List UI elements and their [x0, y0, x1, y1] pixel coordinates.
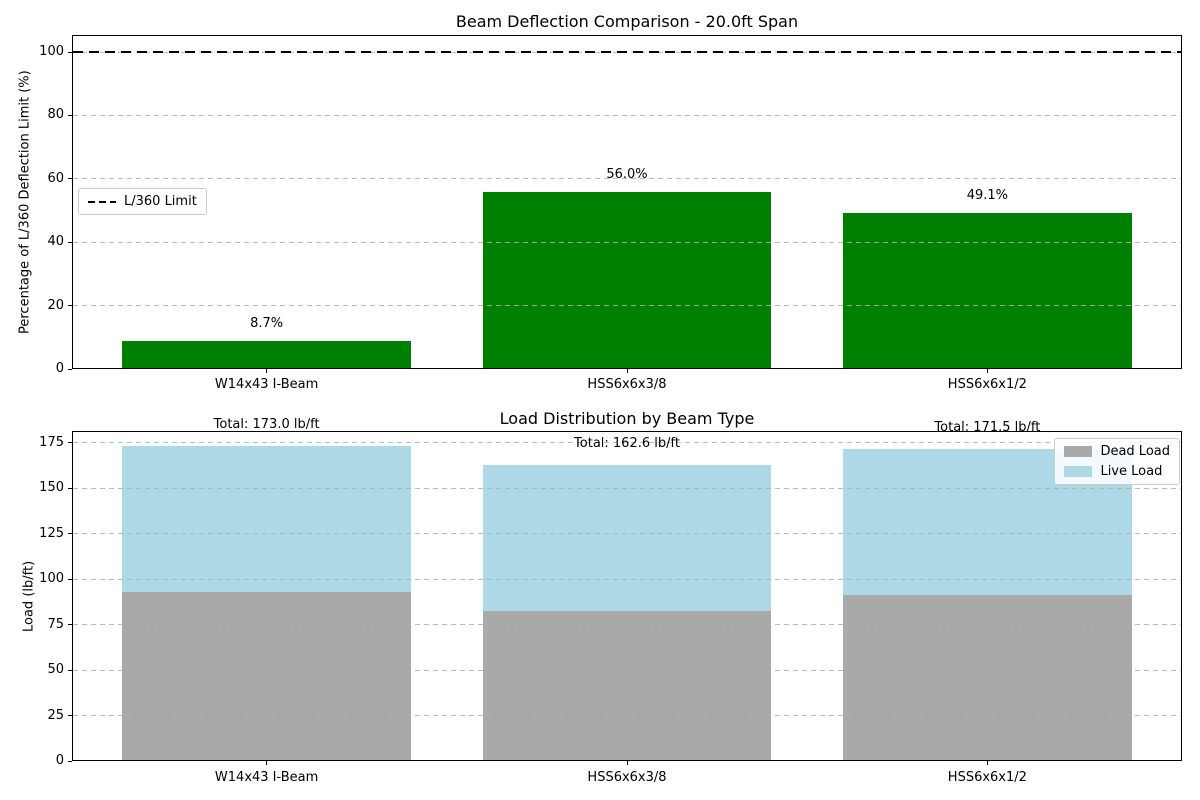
stacked-bar-segment-dead-load [122, 591, 411, 761]
y-tick [68, 715, 72, 717]
x-tick-label: HSS6x6x1/2 [947, 770, 1027, 785]
y-tick [68, 178, 72, 180]
y-tick-label: 75 [47, 616, 64, 632]
y-tick-label: 100 [39, 571, 64, 587]
deflection-bar [122, 341, 411, 369]
y-tick [68, 578, 72, 580]
legend-item-dead-load: Dead Load [1064, 444, 1170, 459]
total-load-label: Total: 173.0 lb/ft [213, 417, 320, 433]
deflection-y-axis-label: Percentage of L/360 Deflection Limit (%) [17, 70, 33, 334]
gridline [73, 442, 1181, 444]
y-tick [68, 487, 72, 489]
y-tick-label: 175 [39, 434, 64, 450]
legend-label: Live Load [1100, 464, 1163, 479]
gridline [73, 578, 1181, 580]
y-tick-label: 40 [47, 234, 64, 250]
x-tick-label: W14x43 I-Beam [214, 377, 319, 392]
deflection-legend: L/360 Limit [78, 188, 207, 215]
x-tick-label: HSS6x6x3/8 [587, 770, 667, 785]
load-legend: Dead Load Live Load [1054, 438, 1180, 485]
y-tick [68, 669, 72, 671]
stacked-bar-segment-live-load [122, 446, 411, 592]
y-tick-label: 0 [55, 753, 64, 768]
x-tick-label: HSS6x6x1/2 [947, 377, 1027, 392]
deflection-bar [843, 213, 1132, 369]
legend-item-l360-limit: L/360 Limit [88, 194, 197, 209]
gridline [73, 305, 1181, 307]
y-tick-label: 125 [39, 525, 64, 541]
y-tick [68, 241, 72, 243]
deflection-bar [482, 191, 772, 369]
y-tick-label: 25 [47, 707, 64, 723]
y-tick [68, 305, 72, 307]
gridline [73, 178, 1181, 180]
deflection-chart-title: Beam Deflection Comparison - 20.0ft Span [455, 12, 799, 31]
stacked-bar-segment-live-load [482, 465, 772, 611]
x-tick [986, 761, 988, 765]
y-tick-label: 60 [47, 170, 64, 186]
l360-limit-line [73, 51, 1181, 54]
gridline [73, 533, 1181, 535]
y-tick-label: 20 [47, 297, 64, 313]
x-tick [626, 761, 628, 765]
live-load-swatch [1064, 466, 1093, 477]
gridline [73, 114, 1181, 116]
y-tick [68, 442, 72, 444]
y-tick [68, 114, 72, 116]
y-tick [68, 760, 72, 762]
gridline [73, 241, 1181, 243]
y-tick-label: 0 [55, 361, 64, 376]
y-tick [68, 368, 72, 370]
bar-value-label: 56.0% [606, 166, 648, 182]
y-tick-label: 80 [47, 107, 64, 123]
load-chart-title: Load Distribution by Beam Type [499, 409, 755, 428]
gridline [73, 624, 1181, 626]
gridline [73, 487, 1181, 489]
bar-value-label: 8.7% [250, 316, 284, 332]
total-load-label: Total: 162.6 lb/ft [574, 436, 680, 452]
dead-load-swatch [1064, 446, 1093, 457]
x-tick-label: W14x43 I-Beam [214, 770, 319, 785]
stacked-bar-segment-dead-load [843, 594, 1132, 761]
x-tick-label: HSS6x6x3/8 [587, 377, 667, 392]
dashed-line-swatch [88, 200, 116, 203]
x-tick [986, 369, 988, 373]
y-tick-label: 150 [39, 480, 64, 496]
gridline [73, 669, 1181, 671]
x-tick [266, 369, 268, 373]
legend-label: Dead Load [1100, 444, 1170, 459]
stacked-bar-segment-dead-load [482, 610, 772, 761]
legend-label: L/360 Limit [124, 194, 197, 209]
x-tick [266, 761, 268, 765]
bar-value-label: 49.1% [966, 188, 1009, 204]
y-tick [68, 624, 72, 626]
gridline [73, 715, 1181, 717]
legend-item-live-load: Live Load [1064, 464, 1170, 479]
y-tick [68, 533, 72, 535]
y-tick-label: 50 [47, 662, 64, 678]
total-load-label: Total: 171.5 lb/ft [934, 420, 1041, 435]
x-tick [626, 369, 628, 373]
y-tick-label: 100 [39, 44, 64, 60]
y-tick [68, 51, 72, 53]
